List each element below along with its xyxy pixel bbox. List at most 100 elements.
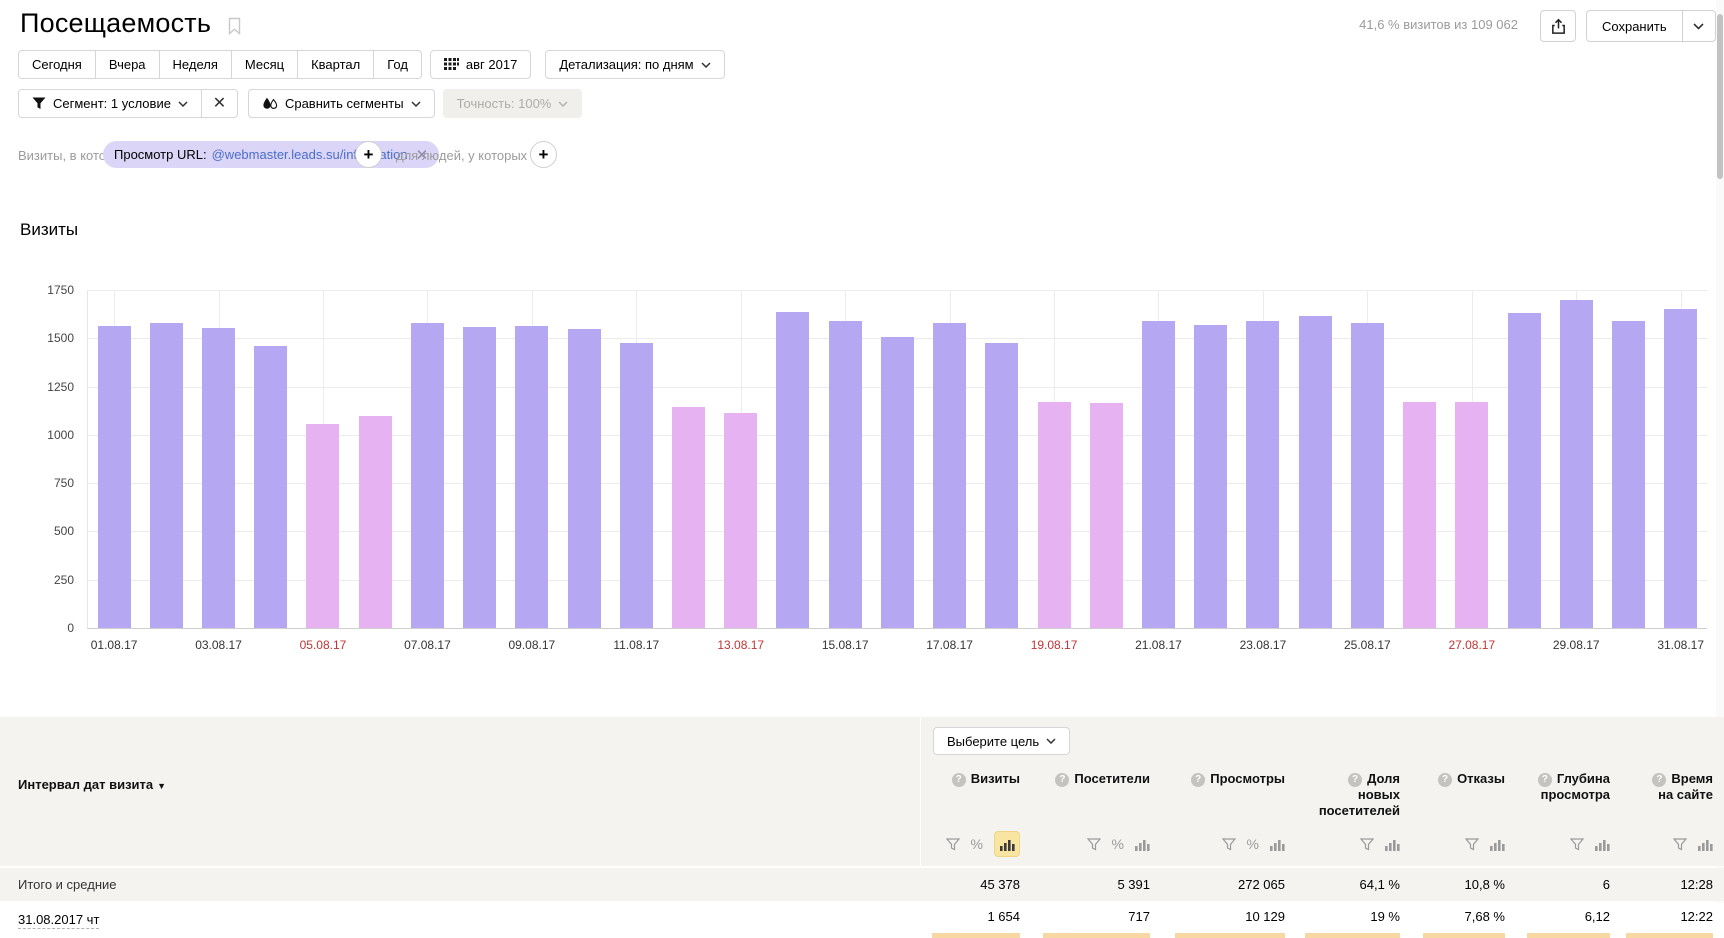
percent-icon[interactable]: % [970,836,983,852]
help-icon[interactable]: ? [1537,773,1552,787]
add-people-condition-button[interactable]: + [530,141,557,168]
add-visit-condition-button[interactable]: + [355,141,382,168]
scrollbar-thumb[interactable] [1717,14,1723,179]
bars-icon[interactable] [1385,838,1400,851]
visits-bar[interactable] [1403,402,1437,628]
visits-bar[interactable] [202,328,236,628]
visits-bar[interactable] [410,323,444,628]
preset-button-4[interactable]: Квартал [297,50,375,79]
preset-button-1[interactable]: Вчера [94,50,160,79]
segment-dropdown[interactable]: Сегмент: 1 условие [18,89,202,118]
filter-icon[interactable] [1221,837,1236,851]
bars-icon[interactable] [1135,838,1150,851]
cell-value-bar [1527,933,1610,938]
visits-bar[interactable] [776,312,810,628]
filter-icon[interactable] [1673,837,1687,851]
help-icon[interactable]: ? [1348,773,1363,787]
visits-bar[interactable] [306,424,340,628]
bar-slot: 29.08.17 [1550,290,1602,652]
visits-bar[interactable] [619,343,653,628]
url-filter-chip[interactable]: Просмотр URL: @webmaster.leads.su/inform… [103,141,440,168]
x-tick-label: 31.08.17 [1657,638,1705,652]
bars-icon[interactable] [1698,838,1713,851]
visits-bar[interactable] [515,326,549,628]
export-button[interactable] [1540,10,1576,42]
filter-icon[interactable] [1465,837,1479,851]
help-icon[interactable]: ? [1055,773,1070,787]
bar-slot [1393,290,1445,628]
save-button[interactable]: Сохранить [1586,10,1682,42]
export-icon [1550,18,1567,35]
bar-slot: 13.08.17 [715,290,767,652]
calendar-range-button[interactable]: авг 2017 [429,50,532,79]
visits-bar[interactable] [1298,316,1332,628]
table-column-separator [920,717,921,938]
visits-bar[interactable] [1089,403,1123,628]
bar-slot: 31.08.17 [1655,290,1707,652]
drops-icon [262,97,278,111]
visits-bar[interactable] [358,416,392,628]
visits-bar[interactable] [1037,402,1071,628]
scrollbar-track[interactable] [1716,0,1724,938]
visits-bar[interactable] [1559,300,1593,628]
bars-icon[interactable] [994,831,1020,857]
filter-icon[interactable] [1360,837,1374,851]
compare-segments-dropdown[interactable]: Сравнить сегменты [247,89,435,118]
visits-bar[interactable] [1246,321,1280,628]
y-tick-label: 250 [53,572,74,587]
visits-bar[interactable] [933,323,967,628]
detail-level-dropdown[interactable]: Детализация: по дням [545,50,725,79]
visits-bar[interactable] [724,413,758,628]
visits-bar[interactable] [254,346,288,628]
bar-slot [140,290,192,628]
visits-bar[interactable] [828,321,862,628]
help-icon[interactable]: ? [951,773,966,787]
save-menu-button[interactable] [1681,10,1716,42]
visits-bar[interactable] [97,326,131,628]
visits-bar[interactable] [567,329,601,628]
row-label[interactable]: 31.08.2017 чт [18,912,100,929]
visits-bar[interactable] [672,407,706,628]
column-tools: % [1135,833,1285,855]
percent-icon[interactable]: % [1246,836,1259,852]
bar-slot: 23.08.17 [1237,290,1289,652]
chip-remove-icon[interactable]: ✕ [415,146,429,164]
metric-cell: 717 [1043,903,1150,938]
column-tools [1460,833,1610,855]
visits-bar[interactable] [1350,323,1384,628]
chevron-down-icon [178,100,188,107]
percent-icon[interactable]: % [1111,836,1124,852]
bars-icon[interactable] [1595,838,1610,851]
preset-button-5[interactable]: Год [373,50,422,79]
chevron-down-icon [1046,738,1056,744]
visits-bar[interactable] [880,337,914,628]
y-tick-label: 750 [53,476,74,491]
visits-bar[interactable] [1611,321,1645,628]
segment-clear-button[interactable]: ✕ [201,89,238,118]
visits-bar[interactable] [149,323,183,628]
help-icon[interactable]: ? [1438,773,1453,787]
filter-icon[interactable] [945,837,960,851]
select-goal-dropdown[interactable]: Выберите цель [933,727,1071,755]
visits-bar[interactable] [1507,313,1541,628]
visits-bar[interactable] [1141,321,1175,628]
visits-bar[interactable] [1664,309,1698,628]
help-icon[interactable]: ? [1191,773,1206,787]
preset-button-3[interactable]: Месяц [230,50,299,79]
date-interval-sort-header[interactable]: Интервал дат визита ▼ [18,777,166,792]
preset-button-2[interactable]: Неделя [158,50,232,79]
visits-bar[interactable] [463,327,497,628]
funnel-icon [32,97,46,110]
bar-slot [454,290,506,628]
help-icon[interactable]: ? [1652,773,1667,787]
visits-bar[interactable] [1194,325,1228,628]
preset-button-0[interactable]: Сегодня [18,50,96,79]
bars-icon[interactable] [1490,838,1505,851]
bars-icon[interactable] [1270,838,1285,851]
filter-icon[interactable] [1086,837,1101,851]
visits-bar[interactable] [1455,402,1489,628]
bookmark-icon[interactable] [228,17,241,35]
filter-icon[interactable] [1570,837,1584,851]
bar-slot [245,290,297,628]
visits-bar[interactable] [985,343,1019,628]
